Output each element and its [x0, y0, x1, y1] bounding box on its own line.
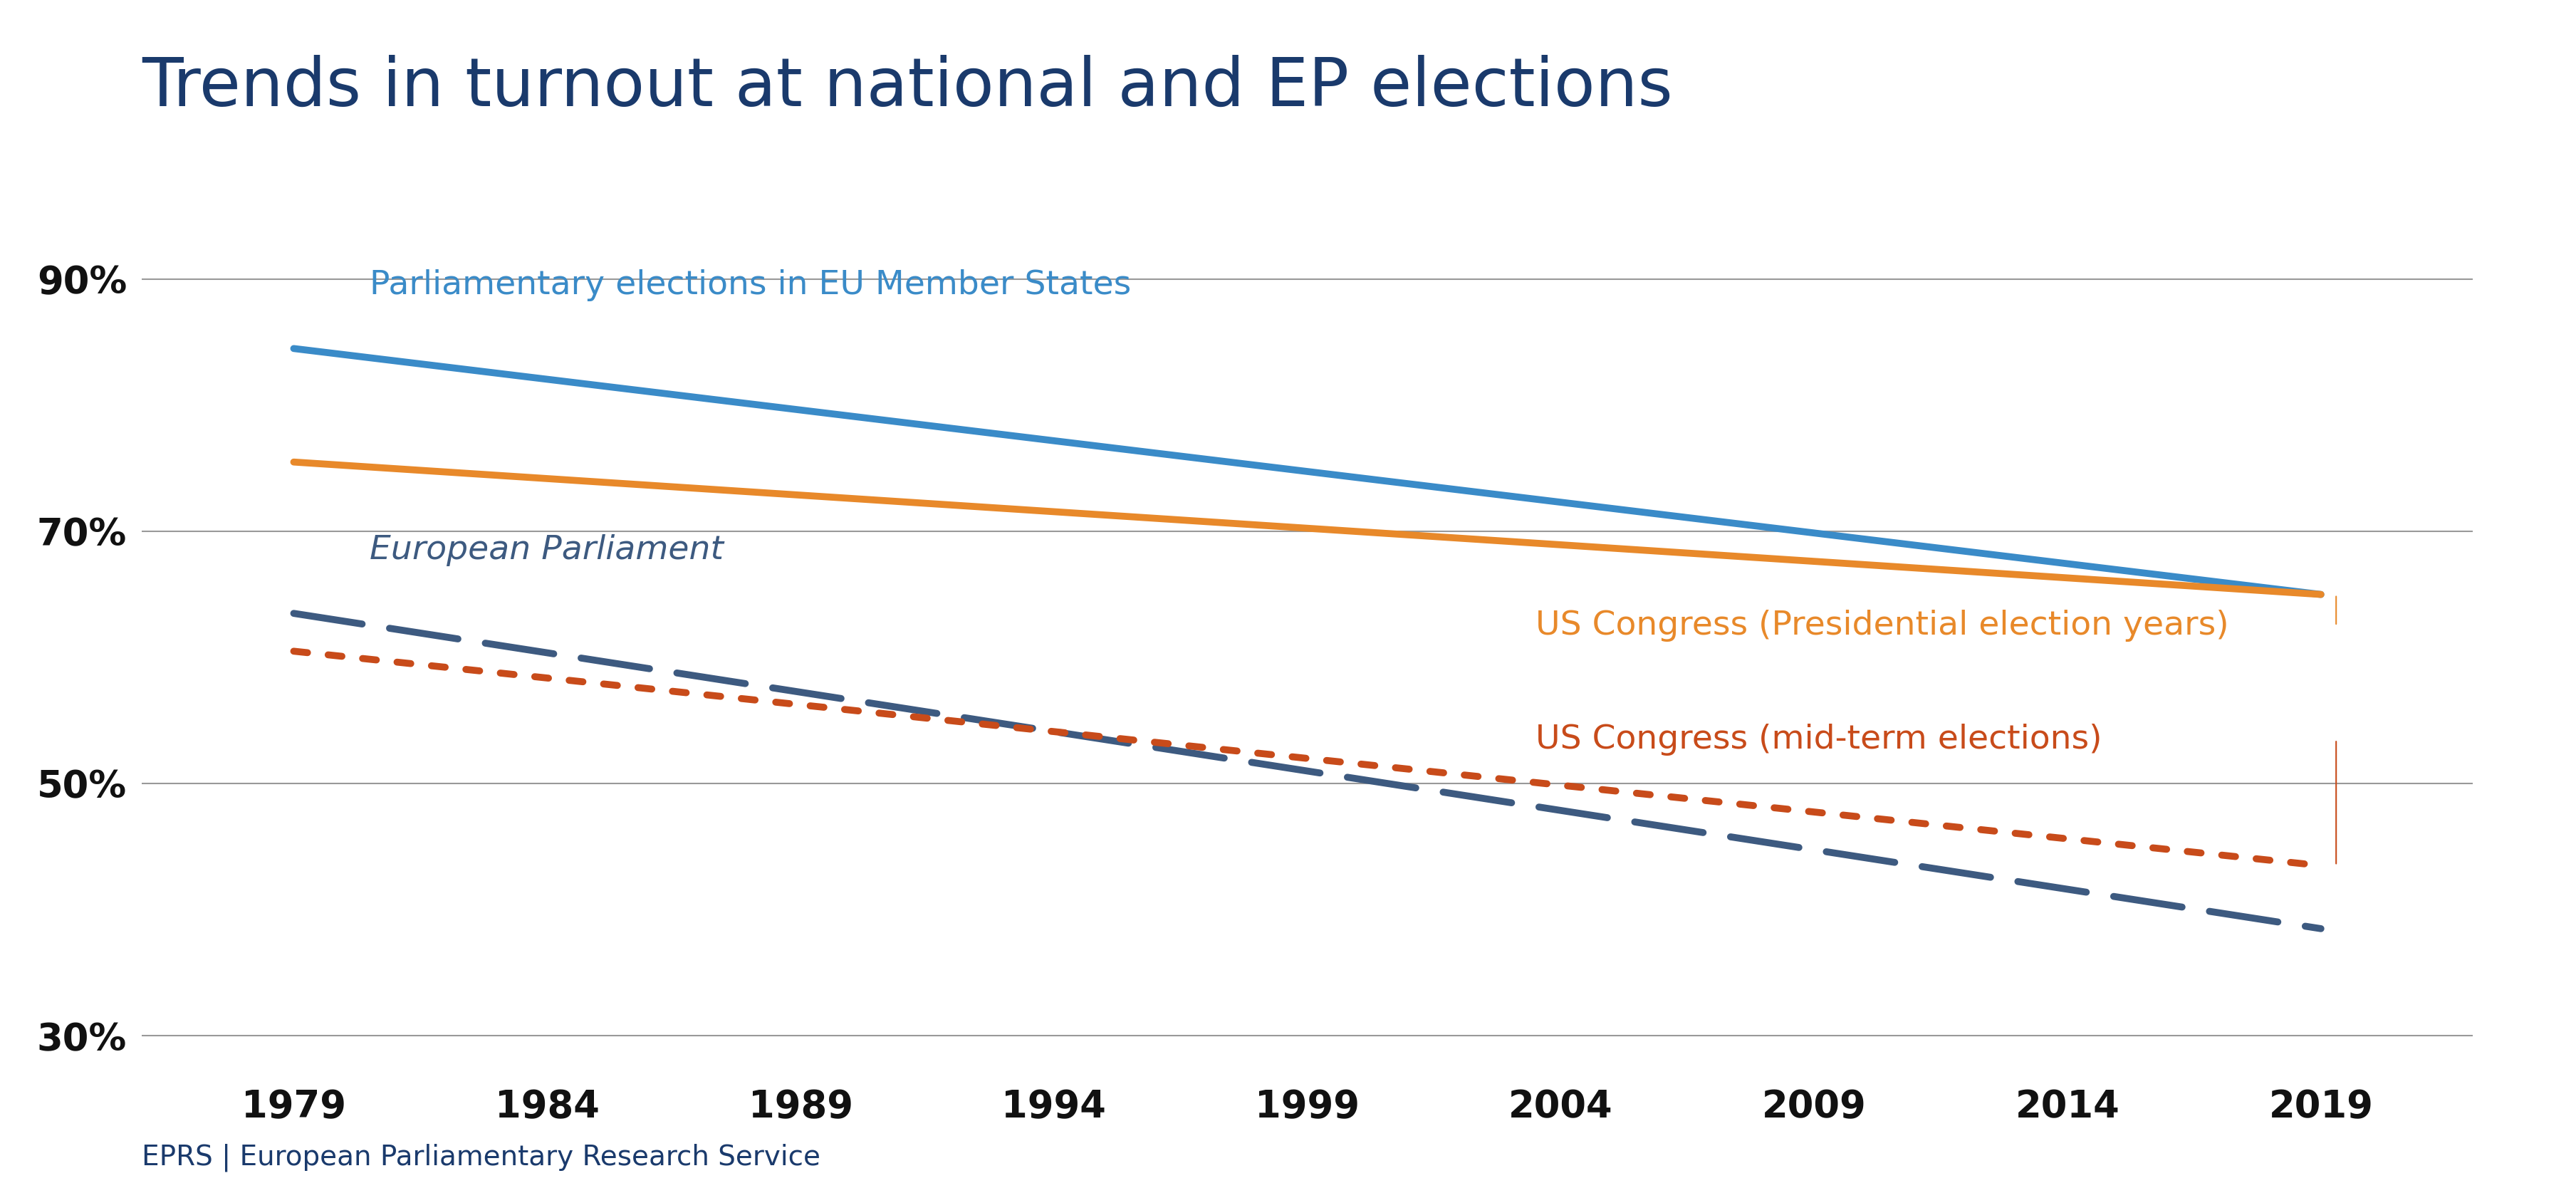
Text: Trends in turnout at national and EP elections: Trends in turnout at national and EP ele… — [142, 55, 1672, 120]
Text: EPRS | European Parliamentary Research Service: EPRS | European Parliamentary Research S… — [142, 1143, 819, 1172]
Text: Parliamentary elections in EU Member States: Parliamentary elections in EU Member Sta… — [371, 270, 1131, 302]
Text: US Congress (mid-term elections): US Congress (mid-term elections) — [1535, 723, 2102, 755]
Text: European Parliament: European Parliament — [371, 534, 724, 567]
Text: US Congress (Presidential election years): US Congress (Presidential election years… — [1535, 610, 2228, 642]
